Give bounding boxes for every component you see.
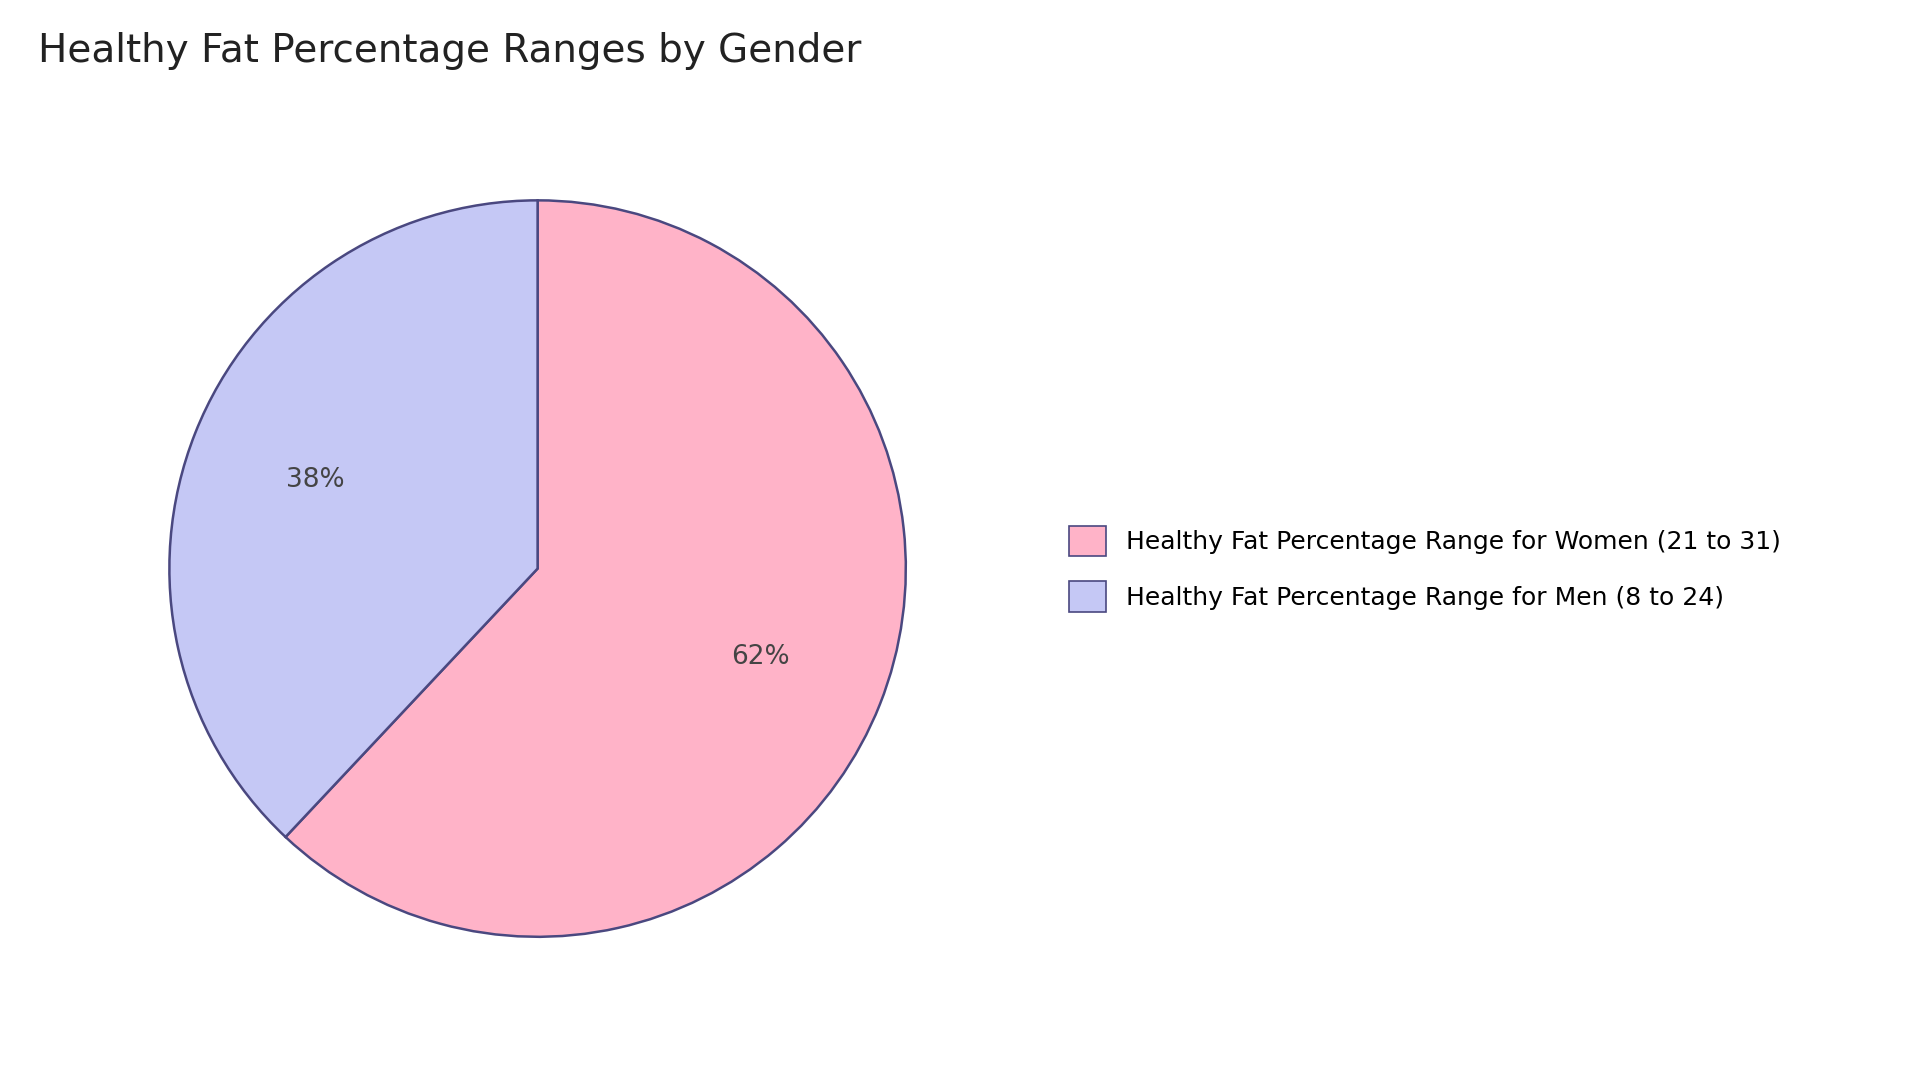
- Text: 62%: 62%: [732, 643, 789, 669]
- Text: 38%: 38%: [286, 468, 344, 494]
- Wedge shape: [286, 200, 906, 937]
- Text: Healthy Fat Percentage Ranges by Gender: Healthy Fat Percentage Ranges by Gender: [38, 32, 862, 70]
- Legend: Healthy Fat Percentage Range for Women (21 to 31), Healthy Fat Percentage Range : Healthy Fat Percentage Range for Women (…: [1056, 513, 1793, 624]
- Wedge shape: [169, 200, 538, 837]
